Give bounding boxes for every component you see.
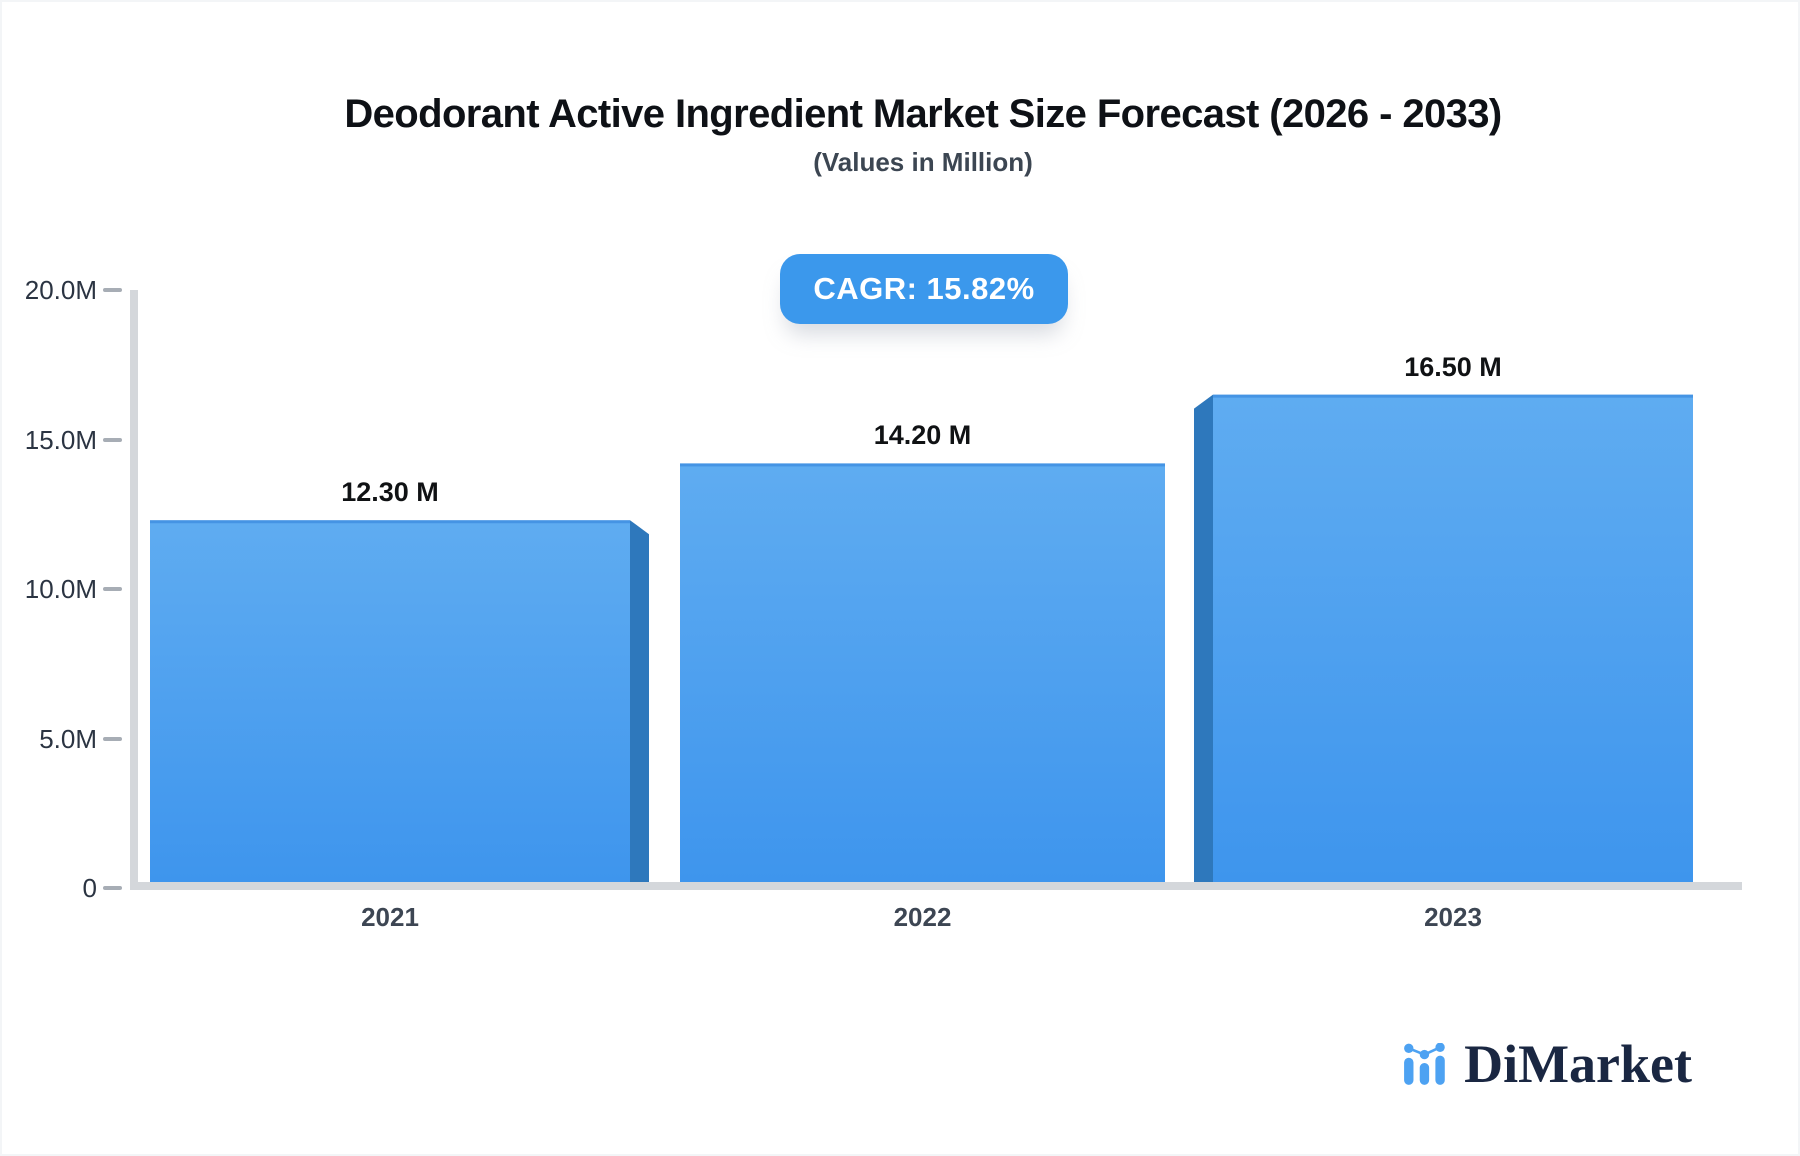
bar-2023[interactable] bbox=[1213, 394, 1693, 882]
x-axis-label-2022: 2022 bbox=[893, 902, 952, 932]
y-tick-label: 0 bbox=[82, 873, 97, 903]
chart-title: Deodorant Active Ingredient Market Size … bbox=[344, 92, 1502, 136]
x-axis-label-2023: 2023 bbox=[1424, 902, 1482, 932]
y-axis-line bbox=[130, 290, 138, 890]
bar-2022[interactable] bbox=[680, 463, 1165, 882]
x-axis-label-2021: 2021 bbox=[361, 902, 419, 932]
bar-2021[interactable] bbox=[150, 520, 630, 882]
bar-top-edge bbox=[1213, 394, 1693, 398]
cagr-badge: CAGR: 15.82% bbox=[780, 254, 1068, 324]
bar-top-edge bbox=[150, 520, 630, 524]
bar-value-label-2021: 12.30 M bbox=[341, 477, 439, 508]
y-tick-dash bbox=[103, 736, 122, 741]
y-tick-dash bbox=[103, 886, 122, 890]
y-tick-label: 5.0M bbox=[39, 723, 97, 754]
y-tick-label: 15.0M bbox=[24, 424, 97, 455]
x-axis-line bbox=[130, 882, 1742, 890]
y-tick-dash bbox=[103, 437, 122, 442]
bar-value-label-2022: 14.20 M bbox=[873, 420, 972, 451]
y-tick-label: 10.0M bbox=[24, 574, 97, 604]
y-tick-dash bbox=[103, 587, 122, 591]
chart-subtitle: (Values in Million) bbox=[813, 147, 1033, 177]
dimarket-logo-icon bbox=[1404, 1043, 1445, 1085]
dimarket-logo-text: DiMarket bbox=[1464, 1034, 1692, 1094]
bar-value-label-2023: 16.50 M bbox=[1404, 351, 1502, 382]
y-tick-label: 20.0M bbox=[24, 275, 97, 305]
bar-side-panel-2023 bbox=[1194, 394, 1213, 882]
cagr-badge-label: CAGR: 15.82% bbox=[813, 271, 1035, 306]
y-tick-dash bbox=[103, 288, 122, 292]
dimarket-logo: DiMarket bbox=[1402, 1032, 1692, 1096]
bar-top-edge bbox=[680, 463, 1165, 467]
bar-side-panel-2021 bbox=[630, 520, 649, 882]
